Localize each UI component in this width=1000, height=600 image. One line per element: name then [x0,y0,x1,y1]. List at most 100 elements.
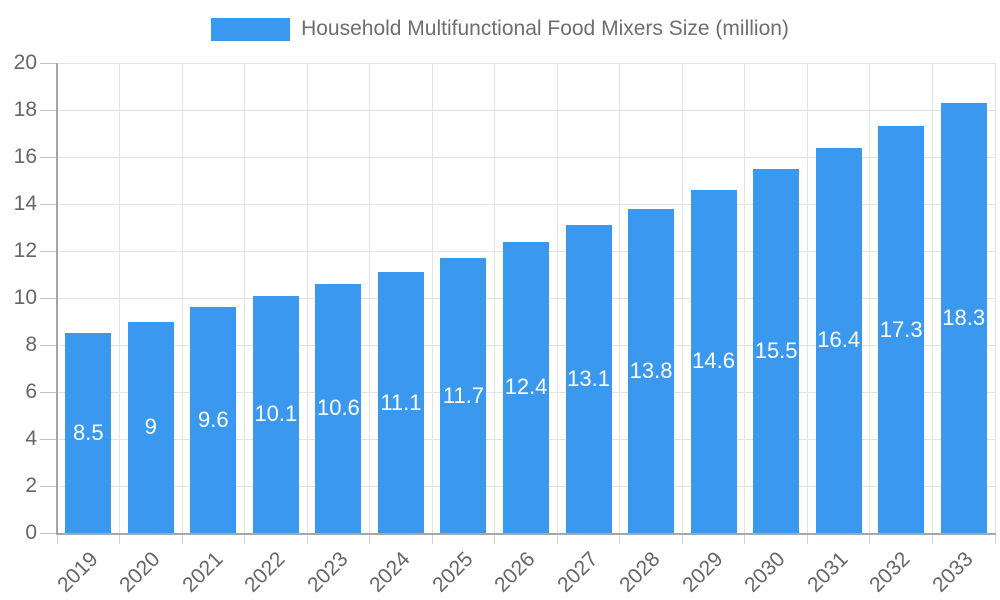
bar-value-label: 18.3 [942,304,986,330]
x-gridline [556,63,558,533]
bar-2020[interactable]: 9 [127,321,174,533]
bar-2029[interactable]: 14.6 [690,189,737,533]
y-tick [40,532,57,534]
y-axis-label: 20 [13,51,37,74]
bar-2024[interactable]: 11.1 [377,272,424,533]
y-axis-label: 12 [13,239,37,262]
x-tick [806,534,808,544]
x-gridline [994,63,996,533]
bar-2030[interactable]: 15.5 [753,168,800,533]
y-tick [40,156,57,158]
x-axis-label: 2023 [302,547,353,597]
y-axis-label: 16 [13,145,37,168]
x-gridline [244,63,246,533]
x-axis-label: 2022 [240,547,290,597]
y-axis-label: 6 [25,380,37,403]
bar-2028[interactable]: 13.8 [628,208,675,533]
x-axis-label: 2027 [553,547,603,597]
bar-value-label: 13.8 [629,357,673,383]
x-gridline [306,63,308,533]
x-tick [244,534,246,544]
x-gridline [681,63,683,533]
x-tick [681,534,683,544]
y-tick [40,62,57,64]
bar-2023[interactable]: 10.6 [315,283,362,533]
bar-value-label: 11.1 [380,389,422,415]
x-tick [181,534,183,544]
bar-value-label: 14.6 [692,348,736,374]
x-tick [369,534,371,544]
x-gridline [494,63,496,533]
y-tick [40,297,57,299]
y-axis-label: 10 [13,286,37,309]
x-gridline [806,63,808,533]
x-tick [931,534,933,544]
y-tick [40,438,57,440]
x-axis-label: 2028 [615,547,665,597]
x-axis-label: 2029 [678,547,728,597]
bar-2033[interactable]: 18.3 [940,102,987,533]
x-axis-label: 2020 [115,547,165,597]
x-tick [431,534,433,544]
bar-2026[interactable]: 12.4 [503,241,549,533]
y-axis-label: 2 [25,474,37,497]
x-tick [744,534,746,544]
x-axis-label: 2033 [928,547,978,597]
y-axis-label: 14 [13,192,37,215]
x-gridline [369,63,371,533]
bar-2027[interactable]: 13.1 [565,225,612,533]
x-axis-label: 2025 [427,547,478,597]
x-tick [119,534,121,544]
legend-swatch [211,17,291,41]
bar-value-label: 9 [144,414,157,440]
legend-label: Household Multifunctional Food Mixers Si… [301,17,789,40]
x-gridline [119,63,121,533]
x-tick [494,534,496,544]
x-gridline [431,63,433,533]
y-axis-line [56,63,58,534]
x-tick [56,534,58,544]
bar-value-label: 8.5 [72,420,104,446]
y-tick [40,250,57,252]
bar-value-label: 10.1 [254,401,298,427]
y-axis-label: 8 [25,333,37,356]
y-axis-label: 18 [13,98,37,121]
bar-2019[interactable]: 8.5 [65,333,112,533]
x-axis-label: 2026 [490,547,540,597]
x-tick [994,534,996,544]
x-axis-label: 2024 [365,547,415,597]
x-gridline [619,63,621,533]
y-tick [40,391,57,393]
bar-value-label: 17.3 [879,316,923,342]
bar-value-label: 16.4 [817,327,861,353]
x-axis-label: 2031 [803,547,853,597]
bar-value-label: 10.6 [316,395,360,421]
bar-2032[interactable]: 17.3 [878,126,925,533]
x-axis-line [56,533,996,535]
x-tick [869,534,871,544]
bar-2031[interactable]: 16.4 [815,147,862,533]
y-gridline [57,62,995,64]
x-gridline [744,63,746,533]
y-tick [40,485,57,487]
bar-2025[interactable]: 11.7 [440,258,487,533]
y-gridline [57,156,995,158]
y-gridline [57,203,995,205]
x-axis-label: 2030 [740,547,790,597]
bar-2022[interactable]: 10.1 [252,295,299,533]
x-gridline [181,63,183,533]
bar-value-label: 12.4 [504,374,548,400]
chart-legend[interactable]: Household Multifunctional Food Mixers Si… [0,14,1000,44]
bar-value-label: 11.7 [442,382,485,408]
bar-2021[interactable]: 9.6 [190,307,237,533]
x-axis-label: 2019 [52,547,103,597]
x-axis-label: 2021 [177,547,228,597]
y-tick [40,344,57,346]
x-tick [556,534,558,544]
x-axis-label: 2032 [865,547,915,597]
bar-value-label: 13.1 [567,366,610,392]
y-axis-label: 0 [25,521,37,544]
y-axis-label: 4 [25,427,37,450]
